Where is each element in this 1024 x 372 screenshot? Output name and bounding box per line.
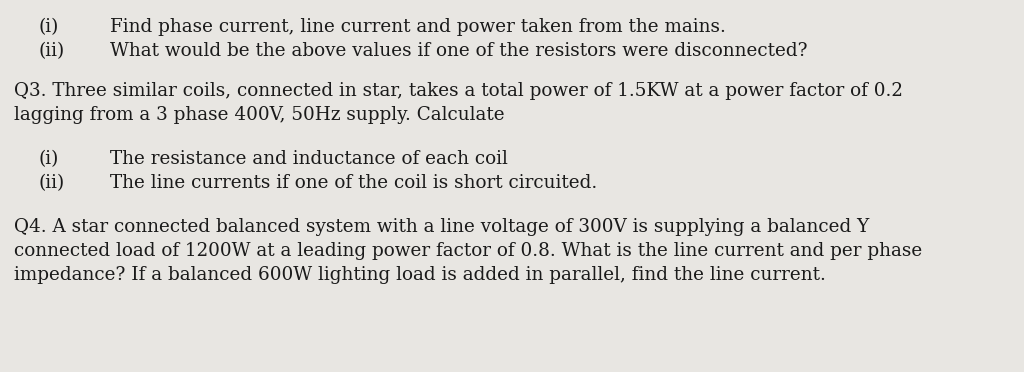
Text: impedance? If a balanced 600W lighting load is added in parallel, find the line : impedance? If a balanced 600W lighting l… — [14, 266, 826, 284]
Text: (i): (i) — [38, 18, 58, 36]
Text: The line currents if one of the coil is short circuited.: The line currents if one of the coil is … — [110, 174, 597, 192]
Text: What would be the above values if one of the resistors were disconnected?: What would be the above values if one of… — [110, 42, 808, 60]
Text: (i): (i) — [38, 150, 58, 168]
Text: connected load of 1200W at a leading power factor of 0.8. What is the line curre: connected load of 1200W at a leading pow… — [14, 242, 923, 260]
Text: (ii): (ii) — [38, 174, 65, 192]
Text: Find phase current, line current and power taken from the mains.: Find phase current, line current and pow… — [110, 18, 726, 36]
Text: Q4. A star connected balanced system with a line voltage of 300V is supplying a : Q4. A star connected balanced system wit… — [14, 218, 869, 236]
Text: lagging from a 3 phase 400V, 50Hz supply. Calculate: lagging from a 3 phase 400V, 50Hz supply… — [14, 106, 505, 124]
Text: (ii): (ii) — [38, 42, 65, 60]
Text: The resistance and inductance of each coil: The resistance and inductance of each co… — [110, 150, 508, 168]
Text: Q3. Three similar coils, connected in star, takes a total power of 1.5KW at a po: Q3. Three similar coils, connected in st… — [14, 82, 903, 100]
